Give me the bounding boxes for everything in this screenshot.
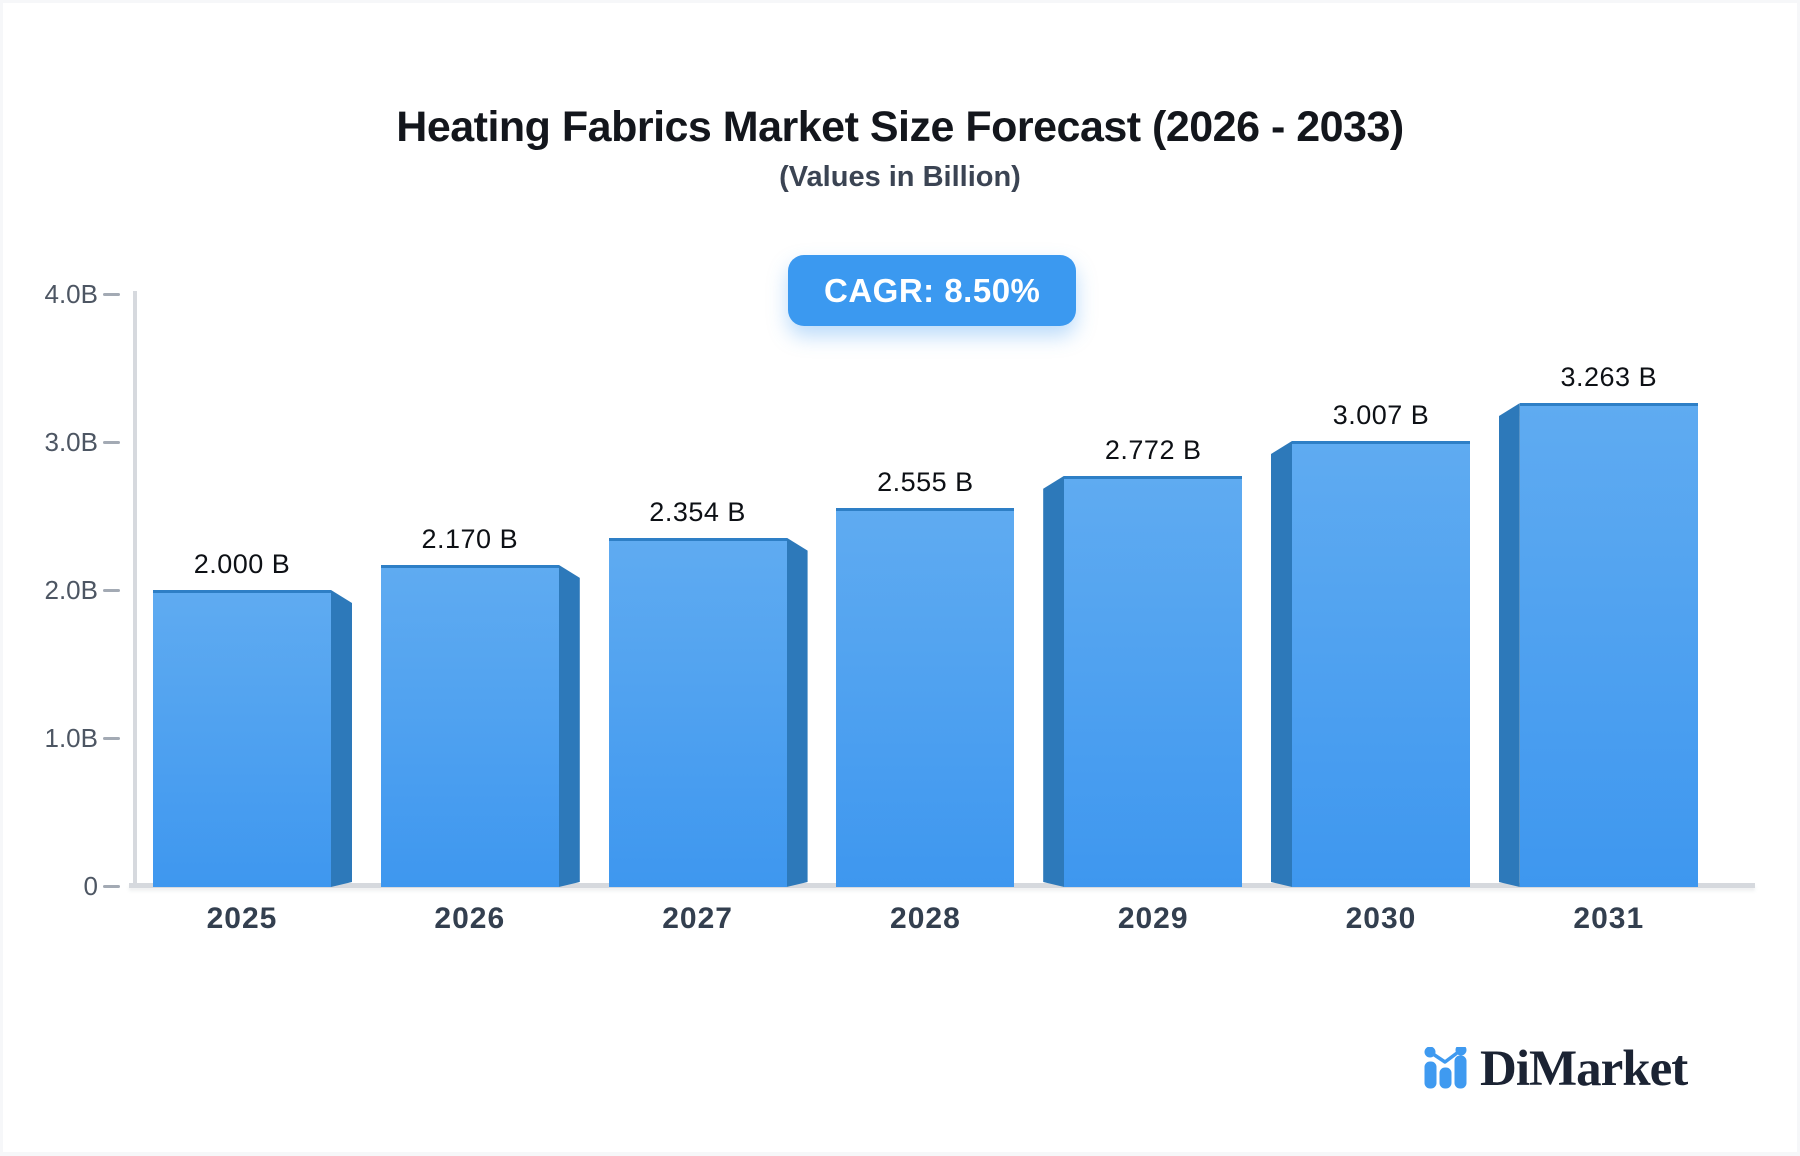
x-axis-label: 2027 xyxy=(662,902,733,935)
bar-value-label: 3.007 B xyxy=(1332,399,1430,430)
bar-face-2027 xyxy=(608,537,787,887)
x-axis-label: 2026 xyxy=(434,902,506,935)
y-axis-label: 2.0B xyxy=(44,575,99,605)
y-axis-label: 1.0B xyxy=(44,723,99,753)
bar-face-2028 xyxy=(836,507,1015,887)
bar-side-2027 xyxy=(787,538,808,887)
brand-logo: DiMarket xyxy=(1415,1041,1688,1097)
bar-value-label: 2.772 B xyxy=(1104,434,1202,465)
bar-face-2030 xyxy=(1292,440,1470,887)
x-axis-label: 2030 xyxy=(1345,902,1417,935)
y-axis-tick xyxy=(103,293,120,296)
y-axis-line xyxy=(133,291,137,887)
bar-face-2026 xyxy=(380,564,559,887)
bar-face-2031 xyxy=(1519,403,1698,887)
x-axis-label: 2029 xyxy=(1117,902,1189,935)
y-axis-tick xyxy=(103,589,120,592)
bar-side-2030 xyxy=(1271,441,1292,887)
y-axis-label: 4.0B xyxy=(44,279,99,309)
bar-value-label: 2.170 B xyxy=(421,523,519,554)
bar-value-label: 3.263 B xyxy=(1560,362,1658,393)
cagr-badge: CAGR: 8.50% xyxy=(788,255,1077,326)
brand-logo-text: DiMarket xyxy=(1480,1041,1688,1097)
x-axis-label: 2031 xyxy=(1573,902,1645,935)
bar-chart-logo-icon xyxy=(1424,1047,1467,1089)
bar-side-2031 xyxy=(1499,403,1520,887)
x-axis-label: 2028 xyxy=(890,902,961,935)
y-axis-tick xyxy=(103,737,120,740)
bar-side-2025 xyxy=(331,590,352,887)
bar-side-2029 xyxy=(1043,476,1064,887)
chart-card: Heating Fabrics Market Size Forecast (20… xyxy=(3,3,1797,1152)
y-axis-label: 0 xyxy=(83,871,98,901)
bar-value-label: 2.000 B xyxy=(193,549,291,579)
bar-face-2025 xyxy=(153,590,331,887)
chart-subtitle: (Values in Billion) xyxy=(779,161,1021,193)
x-axis-label: 2025 xyxy=(206,902,278,935)
chart-title: Heating Fabrics Market Size Forecast (20… xyxy=(396,103,1404,151)
bar-face-2029 xyxy=(1064,475,1243,887)
bar-side-2026 xyxy=(559,565,580,887)
y-axis-label: 3.0B xyxy=(44,427,99,457)
y-axis-tick xyxy=(103,885,120,888)
y-axis-tick xyxy=(103,441,120,444)
bar-value-label: 2.555 B xyxy=(877,466,974,497)
bar-value-label: 2.354 B xyxy=(649,496,746,527)
